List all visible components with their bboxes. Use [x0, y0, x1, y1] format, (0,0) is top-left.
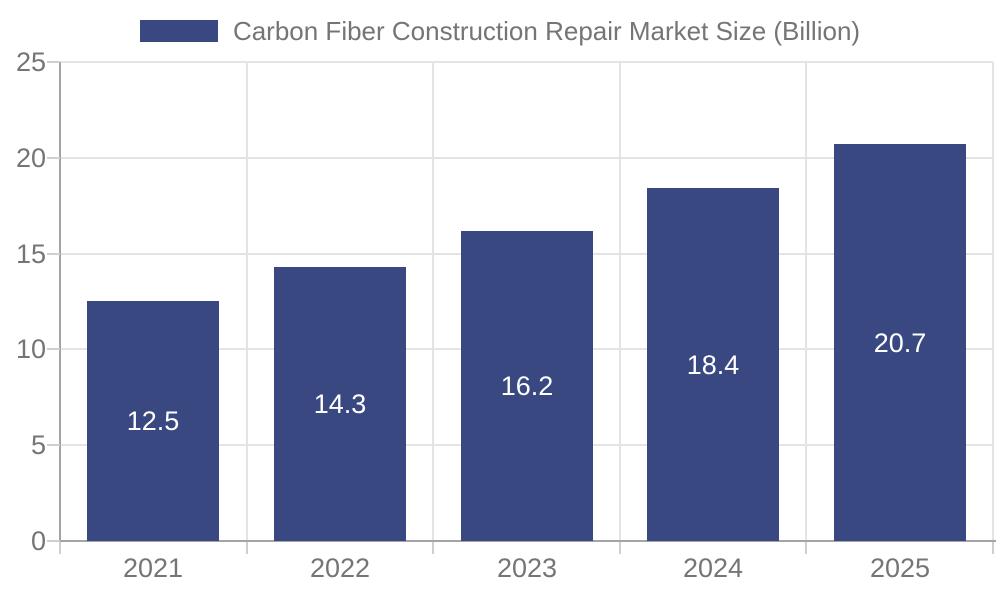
y-tick-mark: [47, 252, 60, 255]
bar-2024: 18.4: [647, 188, 779, 541]
x-axis-line: [59, 540, 996, 542]
chart-title: Carbon Fiber Construction Repair Market …: [232, 16, 861, 46]
x-tick-mark: [618, 542, 621, 554]
bar-2022: 14.3: [274, 267, 406, 541]
bar-value-label: 20.7: [873, 327, 927, 358]
y-tick-label: 5: [30, 430, 46, 461]
legend-swatch: [139, 20, 218, 42]
y-axis-line: [59, 62, 61, 541]
y-tick-mark: [47, 348, 60, 351]
x-tick-label: 2024: [682, 553, 744, 583]
x-tick-mark: [59, 542, 61, 554]
x-tick-mark: [992, 542, 994, 554]
x-tick-mark: [432, 542, 435, 554]
x-gridline: [992, 62, 994, 541]
y-tick-mark: [47, 540, 60, 542]
y-tick-mark: [47, 61, 60, 63]
y-tick-label: 0: [30, 526, 46, 556]
y-gridline: [60, 61, 993, 63]
bar-value-label: 16.2: [500, 371, 554, 401]
y-tick-mark: [47, 444, 60, 447]
y-gridline: [60, 156, 993, 159]
x-gridline: [618, 62, 621, 541]
x-gridline: [245, 62, 248, 541]
x-tick-label: 2022: [309, 553, 371, 583]
x-tick-label: 2023: [496, 553, 558, 583]
bar-2025: 20.7: [834, 144, 966, 541]
bar-2023: 16.2: [461, 231, 593, 541]
bar-value-label: 18.4: [686, 349, 740, 380]
x-gridline: [805, 62, 808, 541]
bar-value-label: 14.3: [313, 389, 367, 419]
y-tick-label: 15: [15, 238, 46, 269]
bar-2021: 12.5: [87, 301, 219, 541]
x-tick-mark: [805, 542, 808, 554]
x-tick-mark: [245, 542, 248, 554]
y-tick-label: 10: [15, 334, 46, 365]
x-gridline: [432, 62, 435, 541]
legend: Carbon Fiber Construction Repair Market …: [0, 12, 1000, 50]
y-tick-label: 25: [15, 47, 46, 77]
x-tick-label: 2021: [122, 553, 184, 583]
y-tick-label: 20: [15, 142, 46, 173]
bar-value-label: 12.5: [126, 406, 180, 436]
x-tick-label: 2025: [869, 553, 931, 583]
y-tick-mark: [47, 156, 60, 159]
plot-area: 12.5 14.3 16.2 18.4 20.7: [59, 61, 996, 542]
